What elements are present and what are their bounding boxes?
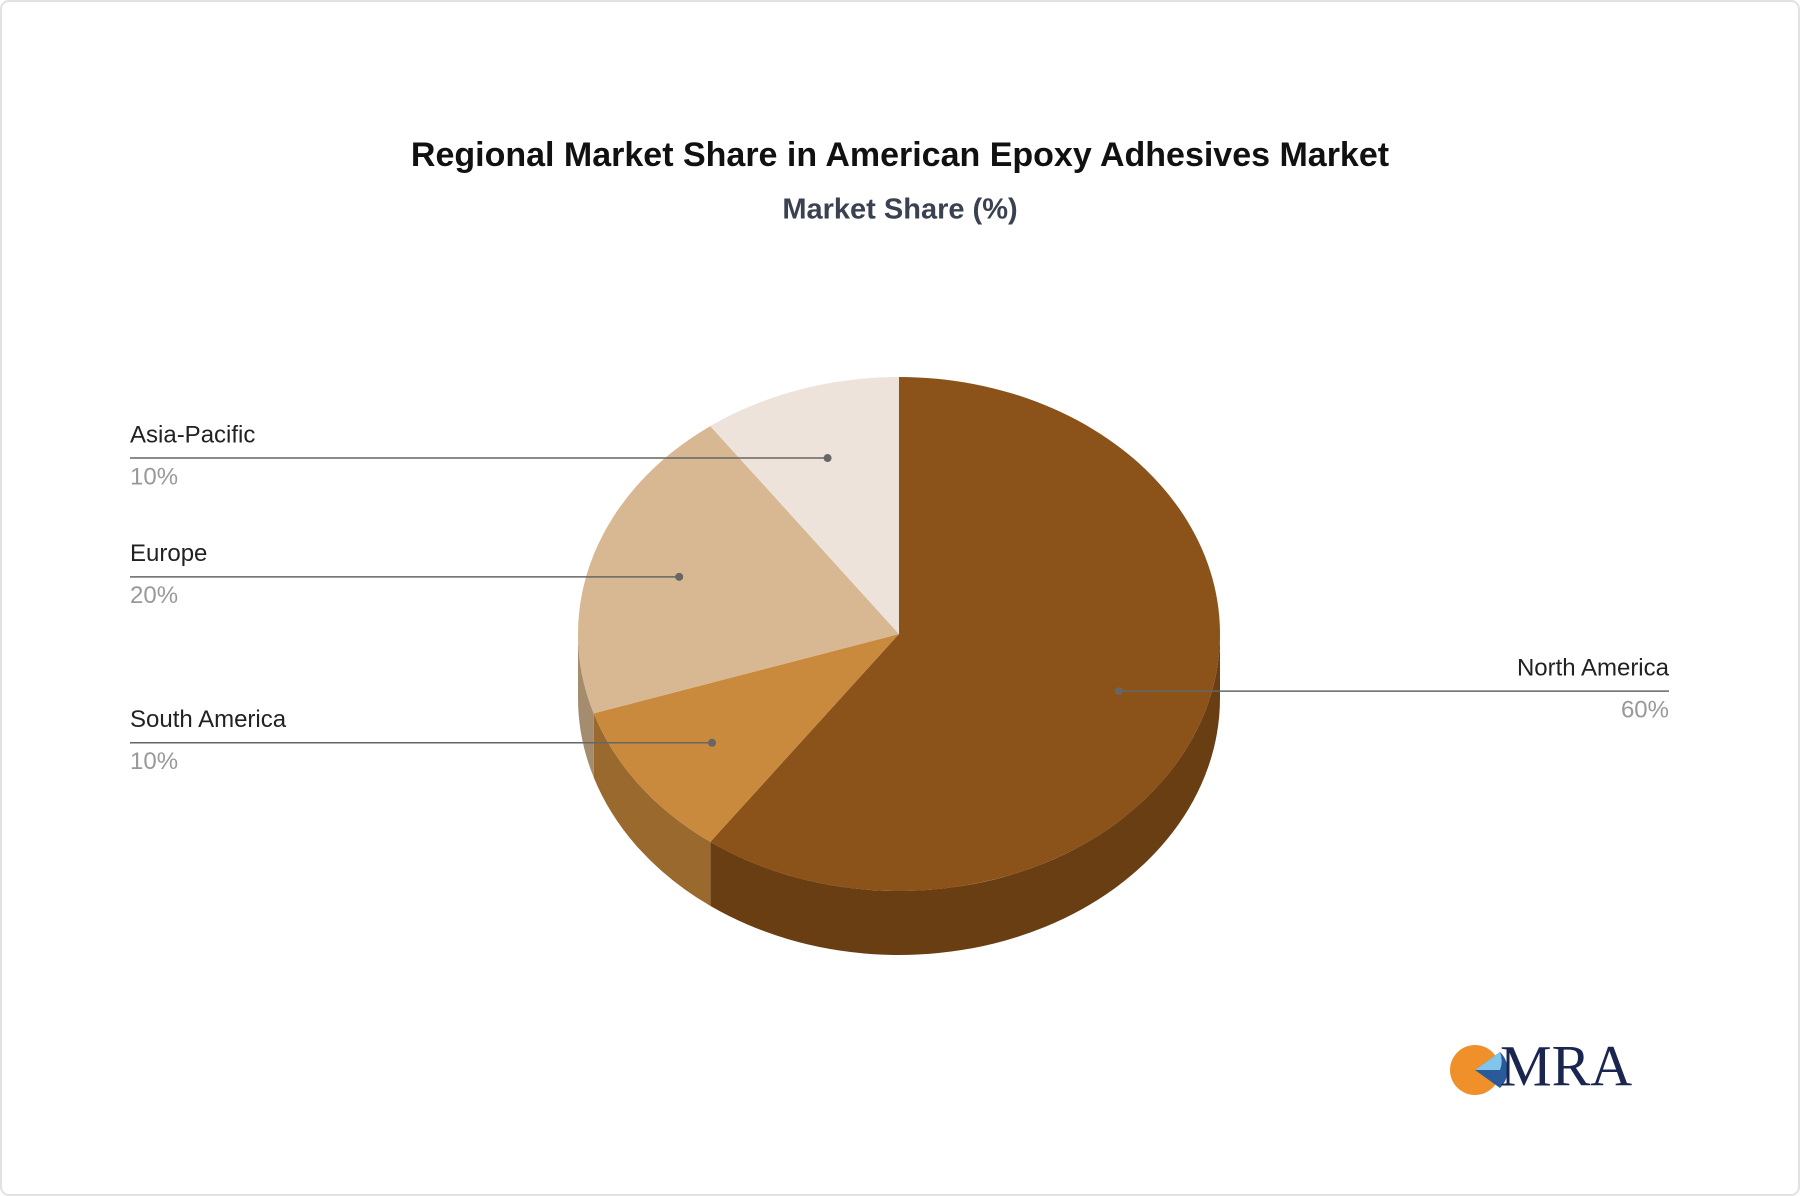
pie-wall (578, 634, 594, 778)
slice-value-label: 60% (1621, 697, 1669, 724)
slice-label: Asia-Pacific (130, 421, 255, 448)
leader-dot (823, 454, 832, 463)
pie-slice (710, 377, 899, 634)
logo-icon-part (1475, 1052, 1502, 1070)
slice-value-label: 20% (130, 582, 178, 609)
pie-slice (577, 426, 899, 714)
slice-label: South America (130, 706, 287, 733)
slice-label: Europe (130, 540, 207, 567)
pie-wall (593, 713, 711, 906)
logo-text: MRA (1500, 1033, 1632, 1098)
slice-value-label: 10% (130, 748, 178, 775)
chart-subtitle: Market Share (%) (782, 194, 1017, 226)
chart-title: Regional Market Share in American Epoxy … (411, 136, 1389, 174)
leader-dot (708, 738, 717, 747)
slice-value-label: 10% (130, 463, 178, 490)
leader-dot (1114, 687, 1123, 696)
logo: MRA (1450, 1033, 1632, 1098)
slice-label: North America (1517, 655, 1670, 682)
pie-wall (710, 634, 1220, 956)
pie-slice (710, 377, 1220, 892)
leader-dot (675, 572, 684, 581)
pie-slice (593, 634, 899, 842)
